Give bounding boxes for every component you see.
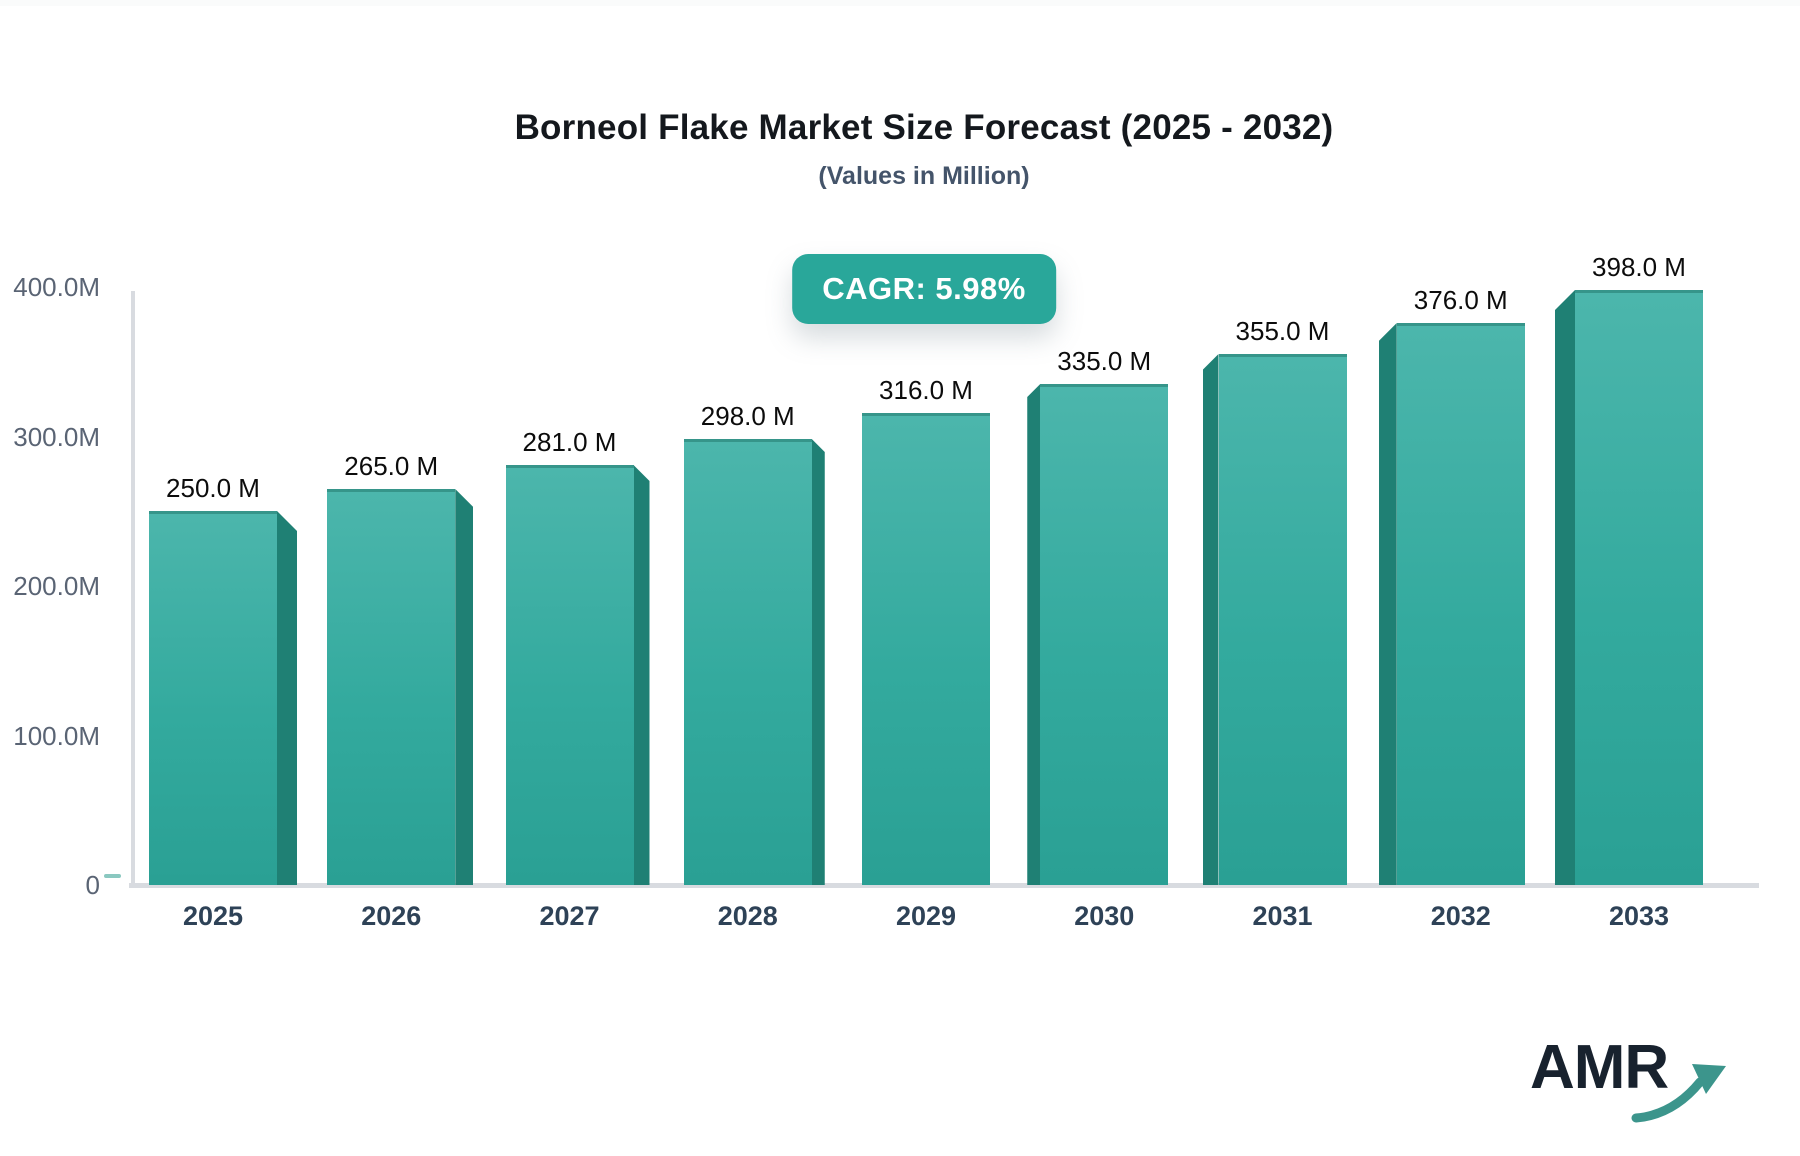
bar-value-label: 376.0 M <box>1413 285 1508 315</box>
bar-face: 376.0 M <box>1396 285 1525 885</box>
bar-face: 250.0 M <box>149 473 277 885</box>
bar-value-label: 355.0 M <box>1235 316 1330 346</box>
bar-2025: 250.0 M <box>149 473 297 885</box>
bar-face: 335.0 M <box>1040 346 1169 885</box>
y-axis-tick-label: 0 <box>85 870 100 900</box>
x-axis-line <box>129 883 1759 888</box>
bar-value-label: 250.0 M <box>166 473 260 503</box>
bar-2031: 355.0 M <box>1202 316 1347 885</box>
bar-2033: 398.0 M <box>1555 252 1703 885</box>
cagr-badge: CAGR: 5.98% <box>792 254 1056 324</box>
growth-arrow-icon <box>1631 1064 1726 1123</box>
bar-face: 355.0 M <box>1218 316 1347 885</box>
x-axis-year-label: 2033 <box>1608 901 1670 931</box>
x-axis-year-label: 2029 <box>895 901 957 931</box>
bar-face: 265.0 M <box>327 451 456 885</box>
chart-subtitle: (Values in Million) <box>818 162 1030 190</box>
bar-face: 298.0 M <box>683 401 812 885</box>
bar-side-face <box>1202 354 1219 885</box>
x-axis-year-label: 2030 <box>1074 901 1135 931</box>
bar-side-face <box>1027 384 1041 885</box>
bar-value-label: 316.0 M <box>879 375 973 405</box>
bar-side-face <box>811 439 825 885</box>
y-axis-tick-label: 400.0M <box>13 272 100 302</box>
chart-title: Borneol Flake Market Size Forecast (2025… <box>514 108 1334 147</box>
x-axis-year-label: 2028 <box>717 901 778 931</box>
bar-2028: 298.0 M <box>683 401 825 885</box>
bar-face: 281.0 M <box>505 427 634 885</box>
bar-side-face <box>277 511 297 885</box>
y-axis-line <box>131 291 135 885</box>
bar-side-face <box>633 465 650 885</box>
bar-side-face <box>1555 290 1575 885</box>
bar-2026: 265.0 M <box>327 451 474 885</box>
bar-2030: 335.0 M <box>1027 346 1169 885</box>
x-axis-year-label: 2032 <box>1430 901 1491 931</box>
x-axis-year-label: 2025 <box>182 901 244 931</box>
zero-tick-mark <box>104 874 121 878</box>
top-strip <box>0 0 1800 6</box>
bar-2029: 316.0 M <box>862 375 990 885</box>
y-axis-tick-label: 200.0M <box>13 571 100 601</box>
x-axis-year-label: 2027 <box>539 901 600 931</box>
amr-logo-text: AMR <box>1530 1033 1669 1102</box>
bar-value-label: 398.0 M <box>1592 252 1686 282</box>
bar-2032: 376.0 M <box>1378 285 1525 885</box>
bar-value-label: 265.0 M <box>344 451 439 481</box>
amr-logo: AMR <box>1520 1022 1740 1132</box>
bar-value-label: 298.0 M <box>700 401 795 431</box>
bar-face: 316.0 M <box>862 375 990 885</box>
bar-side-face <box>455 489 474 885</box>
bar-value-label: 335.0 M <box>1057 346 1152 376</box>
y-axis-tick-label: 300.0M <box>13 421 100 452</box>
bar-value-label: 281.0 M <box>522 427 617 457</box>
y-axis-tick-label: 100.0M <box>13 720 100 751</box>
bar-face: 398.0 M <box>1575 252 1703 885</box>
cagr-badge-label: CAGR: 5.98% <box>822 271 1026 306</box>
x-axis-year-label: 2026 <box>361 901 422 931</box>
bar-2027: 281.0 M <box>505 427 650 885</box>
x-axis-year-label: 2031 <box>1252 901 1313 931</box>
bar-side-face <box>1378 323 1397 885</box>
